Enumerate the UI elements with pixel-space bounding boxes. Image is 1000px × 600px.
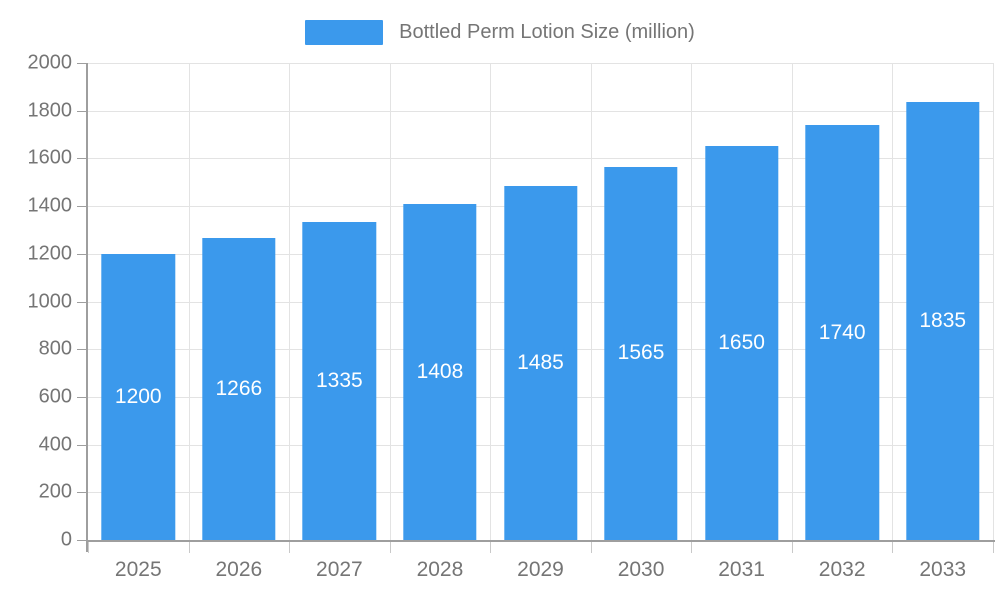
- y-axis-tick-label: 400: [38, 433, 72, 456]
- x-axis-category-label: 2025: [114, 558, 162, 581]
- y-axis-tick: [77, 63, 86, 64]
- bar-2030[interactable]: 1565: [604, 166, 678, 540]
- y-axis-tick: [77, 349, 86, 351]
- x-gridline: [993, 63, 994, 540]
- x-gridline: [188, 63, 190, 540]
- x-gridline: [791, 63, 793, 540]
- chart-legend[interactable]: Bottled Perm Lotion Size (million): [0, 17, 1000, 47]
- y-gridline: [88, 158, 993, 160]
- y-axis-tick-label: 1400: [27, 194, 73, 217]
- x-axis-tick: [590, 542, 592, 553]
- y-axis-tick-label: 0: [60, 528, 72, 551]
- x-axis-category-label: 2026: [215, 558, 263, 581]
- bar-value-label: 1565: [617, 341, 665, 365]
- x-axis-category-label: 2032: [818, 558, 866, 581]
- x-axis-tick: [791, 542, 793, 553]
- x-axis-category-label: 2028: [416, 558, 464, 581]
- bar-value-label: 1266: [215, 377, 263, 401]
- bar-2033[interactable]: 1835: [906, 102, 980, 540]
- y-axis-tick: [77, 253, 86, 255]
- bar-2031[interactable]: 1650: [704, 146, 779, 540]
- x-gridline: [389, 63, 391, 540]
- bar-2025[interactable]: 1200: [101, 253, 175, 540]
- x-axis-category-label: 2031: [718, 558, 765, 581]
- x-axis-category-label: 2033: [919, 558, 967, 581]
- y-axis-tick-label: 200: [38, 480, 72, 503]
- plot-area: 0 200 400 600 800 1000 1200 1400 1600 1800 2000 120…: [28, 52, 995, 581]
- bar-2032[interactable]: 1740: [805, 125, 879, 540]
- y-axis-tick: [77, 540, 86, 541]
- bar-value-label: 1835: [919, 309, 967, 333]
- bar-2027[interactable]: 1335: [302, 221, 377, 540]
- x-gridline: [590, 63, 592, 540]
- y-gridline: [88, 110, 993, 112]
- x-gridline: [691, 63, 693, 540]
- bar-value-label: 1408: [416, 360, 464, 384]
- bar-value-label: 1485: [517, 350, 564, 374]
- bar-2026[interactable]: 1266: [202, 238, 276, 540]
- y-axis-tick-label: 2000: [27, 51, 73, 74]
- y-axis-tick: [77, 301, 86, 303]
- x-gridline: [289, 63, 291, 540]
- y-axis-line: [86, 63, 88, 552]
- bar-value-label: 1740: [818, 320, 866, 344]
- legend-swatch: [305, 19, 384, 45]
- bar-value-label: 1335: [316, 368, 363, 392]
- x-axis-tick: [389, 542, 391, 553]
- x-gridline: [490, 63, 492, 540]
- y-gridline: [88, 63, 993, 64]
- y-axis-tick: [77, 206, 86, 208]
- x-axis-tick: [188, 542, 190, 553]
- y-axis-tick: [77, 444, 86, 446]
- x-axis-category-label: 2030: [617, 558, 665, 581]
- y-axis-tick: [77, 396, 86, 398]
- x-axis-tick: [289, 542, 291, 553]
- legend-label: Bottled Perm Lotion Size (million): [399, 20, 695, 43]
- y-axis-tick-label: 1600: [27, 146, 73, 169]
- y-axis-tick: [77, 492, 86, 494]
- bar-2028[interactable]: 1408: [403, 204, 477, 540]
- x-axis-tick: [993, 542, 994, 553]
- x-axis-tick: [691, 542, 693, 553]
- x-gridline: [892, 63, 894, 540]
- y-axis-tick-label: 1200: [27, 242, 73, 265]
- y-axis-tick-label: 1800: [27, 99, 73, 122]
- y-axis-tick: [77, 158, 86, 160]
- x-axis-category-label: 2027: [316, 558, 363, 581]
- x-axis-category-label: 2029: [517, 558, 564, 581]
- x-axis-tick: [88, 542, 89, 553]
- y-axis-tick-label: 1000: [27, 290, 73, 312]
- y-axis-tick-label: 800: [38, 337, 72, 360]
- y-axis-tick: [77, 110, 86, 112]
- bar-value-label: 1650: [718, 331, 765, 355]
- x-axis-line: [86, 540, 995, 542]
- bar-value-label: 1200: [114, 384, 162, 408]
- y-axis-tick-label: 600: [38, 385, 72, 408]
- x-axis-tick: [892, 542, 894, 553]
- bar-2029[interactable]: 1485: [503, 185, 578, 540]
- x-axis-tick: [490, 542, 492, 553]
